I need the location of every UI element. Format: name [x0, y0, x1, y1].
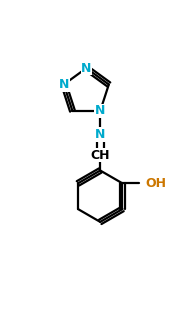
Text: N: N [59, 78, 69, 91]
Text: N: N [95, 128, 105, 141]
Text: CH: CH [90, 149, 110, 162]
Text: N: N [95, 104, 105, 117]
Text: N: N [81, 62, 92, 75]
Text: OH: OH [145, 177, 166, 190]
